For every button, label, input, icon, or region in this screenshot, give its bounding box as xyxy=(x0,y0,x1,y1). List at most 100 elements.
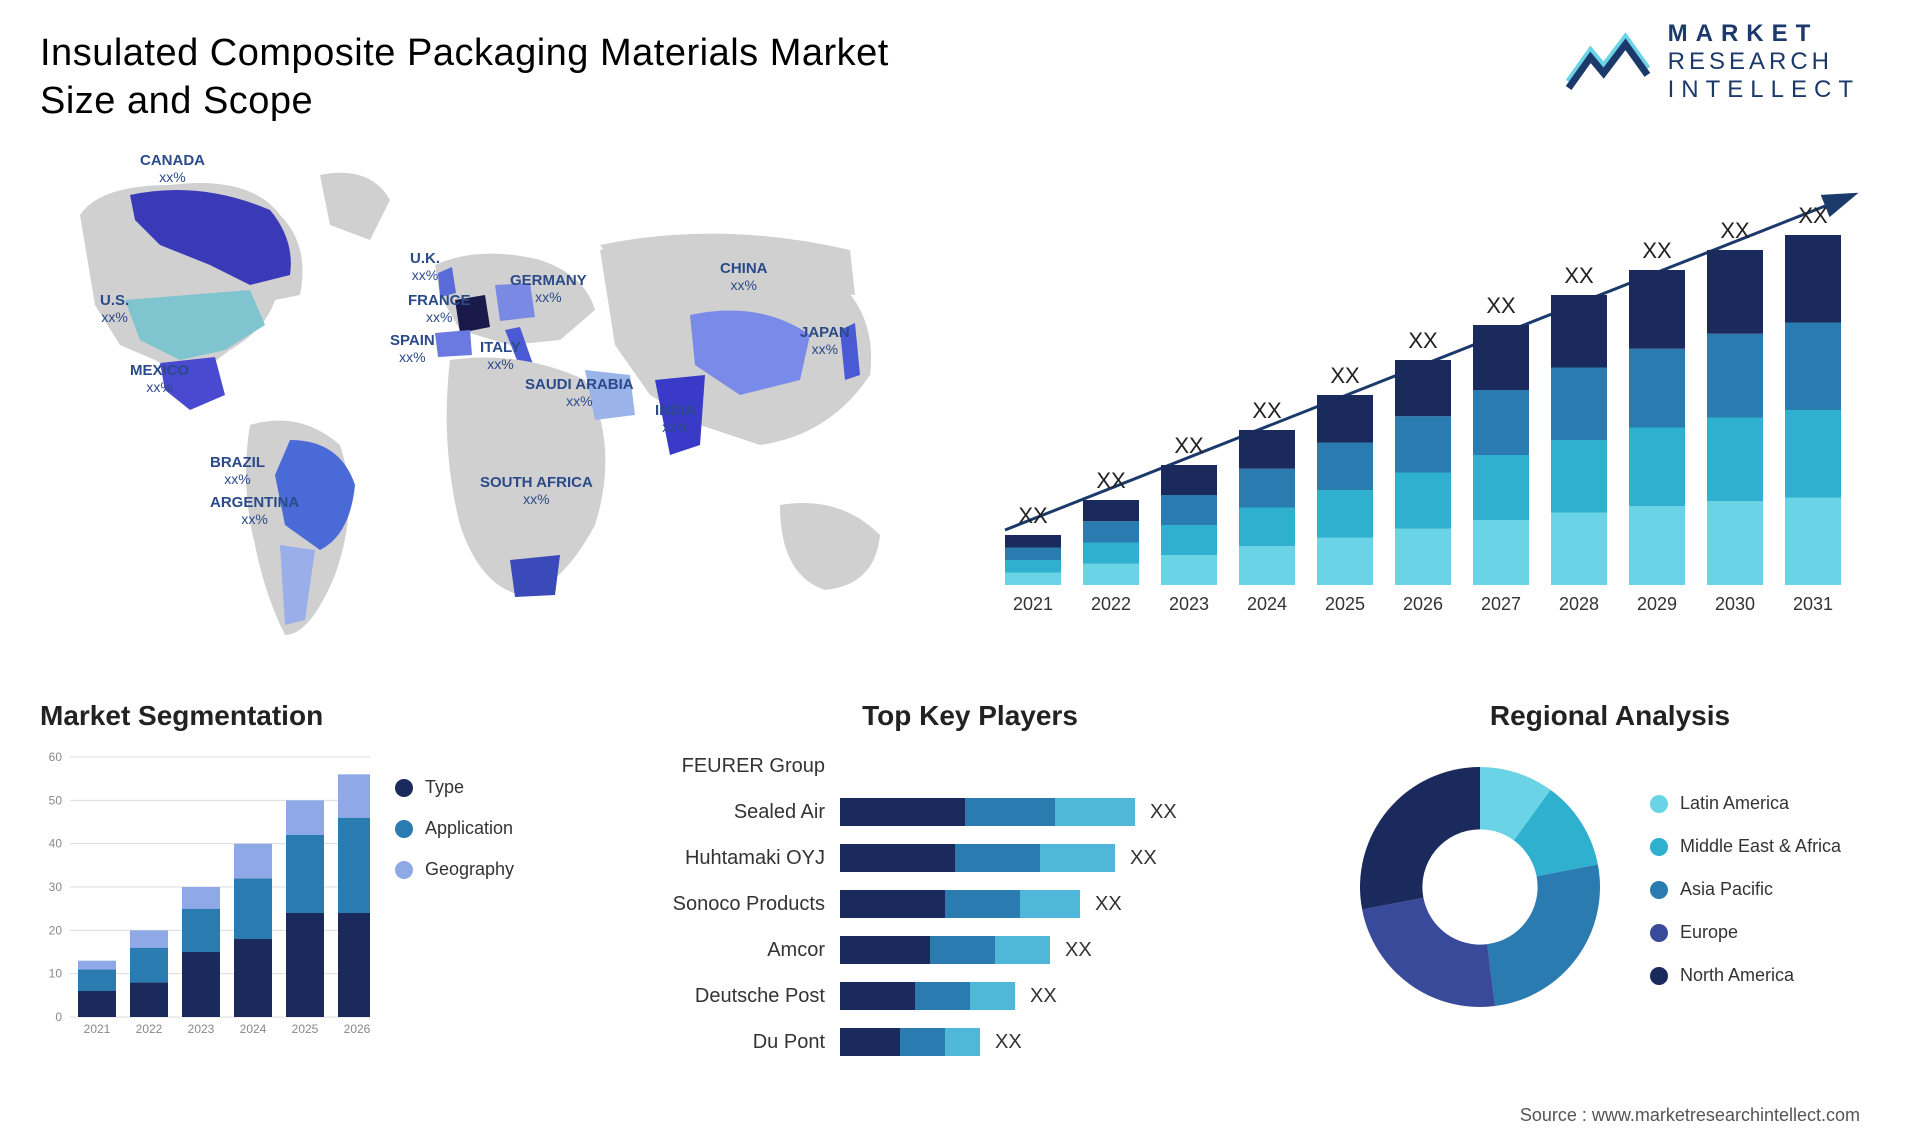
svg-text:50: 50 xyxy=(49,793,63,807)
key-player-name: Huhtamaki OYJ xyxy=(640,847,840,870)
svg-text:2021: 2021 xyxy=(1013,594,1053,614)
svg-text:60: 60 xyxy=(49,750,63,764)
svg-text:2027: 2027 xyxy=(1481,594,1521,614)
key-player-bar xyxy=(840,890,1080,918)
key-player-row: Huhtamaki OYJ XX xyxy=(640,839,1300,877)
segmentation-title: Market Segmentation xyxy=(40,700,600,732)
svg-text:2022: 2022 xyxy=(1091,594,1131,614)
logo-text-2: RESEARCH xyxy=(1668,48,1860,76)
logo-text-1: MARKET xyxy=(1668,20,1860,48)
key-player-value: XX xyxy=(1065,939,1092,962)
seg-legend-geography: Geography xyxy=(395,859,600,880)
svg-text:2028: 2028 xyxy=(1559,594,1599,614)
map-label-italy: ITALYxx% xyxy=(480,340,521,372)
svg-text:XX: XX xyxy=(1018,503,1048,528)
key-player-name: Sealed Air xyxy=(640,801,840,824)
map-label-south-africa: SOUTH AFRICAxx% xyxy=(480,475,593,507)
logo-icon xyxy=(1563,25,1653,100)
svg-text:2024: 2024 xyxy=(240,1022,267,1036)
svg-text:40: 40 xyxy=(49,837,63,851)
key-players-panel: Top Key Players FEURER Group Sealed Air XX… xyxy=(640,700,1300,1080)
regional-title: Regional Analysis xyxy=(1340,700,1880,732)
segmentation-chart: 0 10 20 30 40 50 60 2021 2022 2023 2024 2025 2026 xyxy=(40,747,370,1080)
map-label-saudi-arabia: SAUDI ARABIAxx% xyxy=(525,377,634,409)
key-player-row: Sealed Air XX xyxy=(640,793,1300,831)
svg-text:XX: XX xyxy=(1564,263,1594,288)
key-player-row: Deutsche Post XX xyxy=(640,977,1300,1015)
map-label-u-s-: U.S.xx% xyxy=(100,293,129,325)
map-label-germany: GERMANYxx% xyxy=(510,273,587,305)
world-map: CANADAxx%U.S.xx%MEXICOxx%BRAZILxx%ARGENT… xyxy=(40,145,940,665)
svg-text:2024: 2024 xyxy=(1247,594,1287,614)
key-player-name: Sonoco Products xyxy=(640,893,840,916)
svg-text:XX: XX xyxy=(1486,293,1516,318)
map-label-japan: JAPANxx% xyxy=(800,325,850,357)
key-player-bar xyxy=(840,798,1135,826)
svg-text:20: 20 xyxy=(49,923,63,937)
key-player-bar xyxy=(840,936,1050,964)
key-player-name: Deutsche Post xyxy=(640,985,840,1008)
svg-text:2029: 2029 xyxy=(1637,594,1677,614)
key-player-value: XX xyxy=(1095,893,1122,916)
svg-text:0: 0 xyxy=(55,1010,62,1024)
regional-donut xyxy=(1340,747,1620,1032)
key-player-value: XX xyxy=(1150,801,1177,824)
page-title: Insulated Composite Packaging Materials … xyxy=(40,30,940,125)
map-label-mexico: MEXICOxx% xyxy=(130,363,189,395)
svg-text:2026: 2026 xyxy=(1403,594,1443,614)
main-growth-chart: XX 2021 XX 2022 XX 2023 XX 2024 XX 2025 XX 2026 XX 20… xyxy=(970,145,1880,665)
svg-text:XX: XX xyxy=(1798,203,1828,228)
key-player-value: XX xyxy=(1130,847,1157,870)
key-player-value: XX xyxy=(1030,985,1057,1008)
key-players-list: FEURER GroupSealed AirXXHuhtamaki OYJXXS… xyxy=(640,747,1300,1061)
key-player-row: Amcor XX xyxy=(640,931,1300,969)
key-player-row: Sonoco Products XX xyxy=(640,885,1300,923)
key-player-bar xyxy=(840,982,1015,1010)
svg-text:10: 10 xyxy=(49,967,63,981)
map-label-brazil: BRAZILxx% xyxy=(210,455,265,487)
key-player-name: Amcor xyxy=(640,939,840,962)
svg-text:XX: XX xyxy=(1174,433,1204,458)
map-label-india: INDIAxx% xyxy=(655,403,696,435)
reg-legend-asia-pacific: Asia Pacific xyxy=(1650,879,1880,900)
svg-text:XX: XX xyxy=(1408,328,1438,353)
regional-panel: Regional Analysis Latin America Middle Ea… xyxy=(1340,700,1880,1080)
svg-text:2030: 2030 xyxy=(1715,594,1755,614)
reg-legend-north-america: North America xyxy=(1650,965,1880,986)
key-player-row: FEURER Group xyxy=(640,747,1300,785)
segmentation-panel: Market Segmentation 0 10 20 30 40 50 60 2021 202… xyxy=(40,700,600,1080)
seg-legend-application: Application xyxy=(395,818,600,839)
svg-text:XX: XX xyxy=(1096,468,1126,493)
key-player-bar xyxy=(840,1028,980,1056)
map-label-canada: CANADAxx% xyxy=(140,153,205,185)
svg-text:2022: 2022 xyxy=(136,1022,163,1036)
reg-legend-latin-america: Latin America xyxy=(1650,793,1880,814)
svg-text:2026: 2026 xyxy=(344,1022,370,1036)
svg-text:2031: 2031 xyxy=(1793,594,1833,614)
brand-logo: MARKET RESEARCH INTELLECT xyxy=(1563,20,1860,104)
svg-text:XX: XX xyxy=(1252,398,1282,423)
map-label-france: FRANCExx% xyxy=(408,293,471,325)
svg-text:XX: XX xyxy=(1330,363,1360,388)
map-label-spain: SPAINxx% xyxy=(390,333,435,365)
svg-text:2023: 2023 xyxy=(1169,594,1209,614)
key-player-row: Du Pont XX xyxy=(640,1023,1300,1061)
svg-text:30: 30 xyxy=(49,880,63,894)
reg-legend-middle-east-africa: Middle East & Africa xyxy=(1650,836,1880,857)
source-text: Source : www.marketresearchintellect.com xyxy=(1520,1105,1860,1126)
map-label-china: CHINAxx% xyxy=(720,261,768,293)
key-player-bar xyxy=(840,844,1115,872)
key-players-title: Top Key Players xyxy=(640,700,1300,732)
svg-text:2025: 2025 xyxy=(1325,594,1365,614)
key-player-name: Du Pont xyxy=(640,1031,840,1054)
svg-text:2021: 2021 xyxy=(84,1022,111,1036)
svg-text:XX: XX xyxy=(1642,238,1672,263)
svg-text:2023: 2023 xyxy=(188,1022,215,1036)
svg-text:2025: 2025 xyxy=(292,1022,319,1036)
seg-legend-type: Type xyxy=(395,777,600,798)
regional-legend: Latin America Middle East & Africa Asia Pa… xyxy=(1650,793,1880,986)
segmentation-legend: Type Application Geography xyxy=(395,747,600,1080)
key-player-name: FEURER Group xyxy=(640,755,840,778)
key-player-value: XX xyxy=(995,1031,1022,1054)
reg-legend-europe: Europe xyxy=(1650,922,1880,943)
